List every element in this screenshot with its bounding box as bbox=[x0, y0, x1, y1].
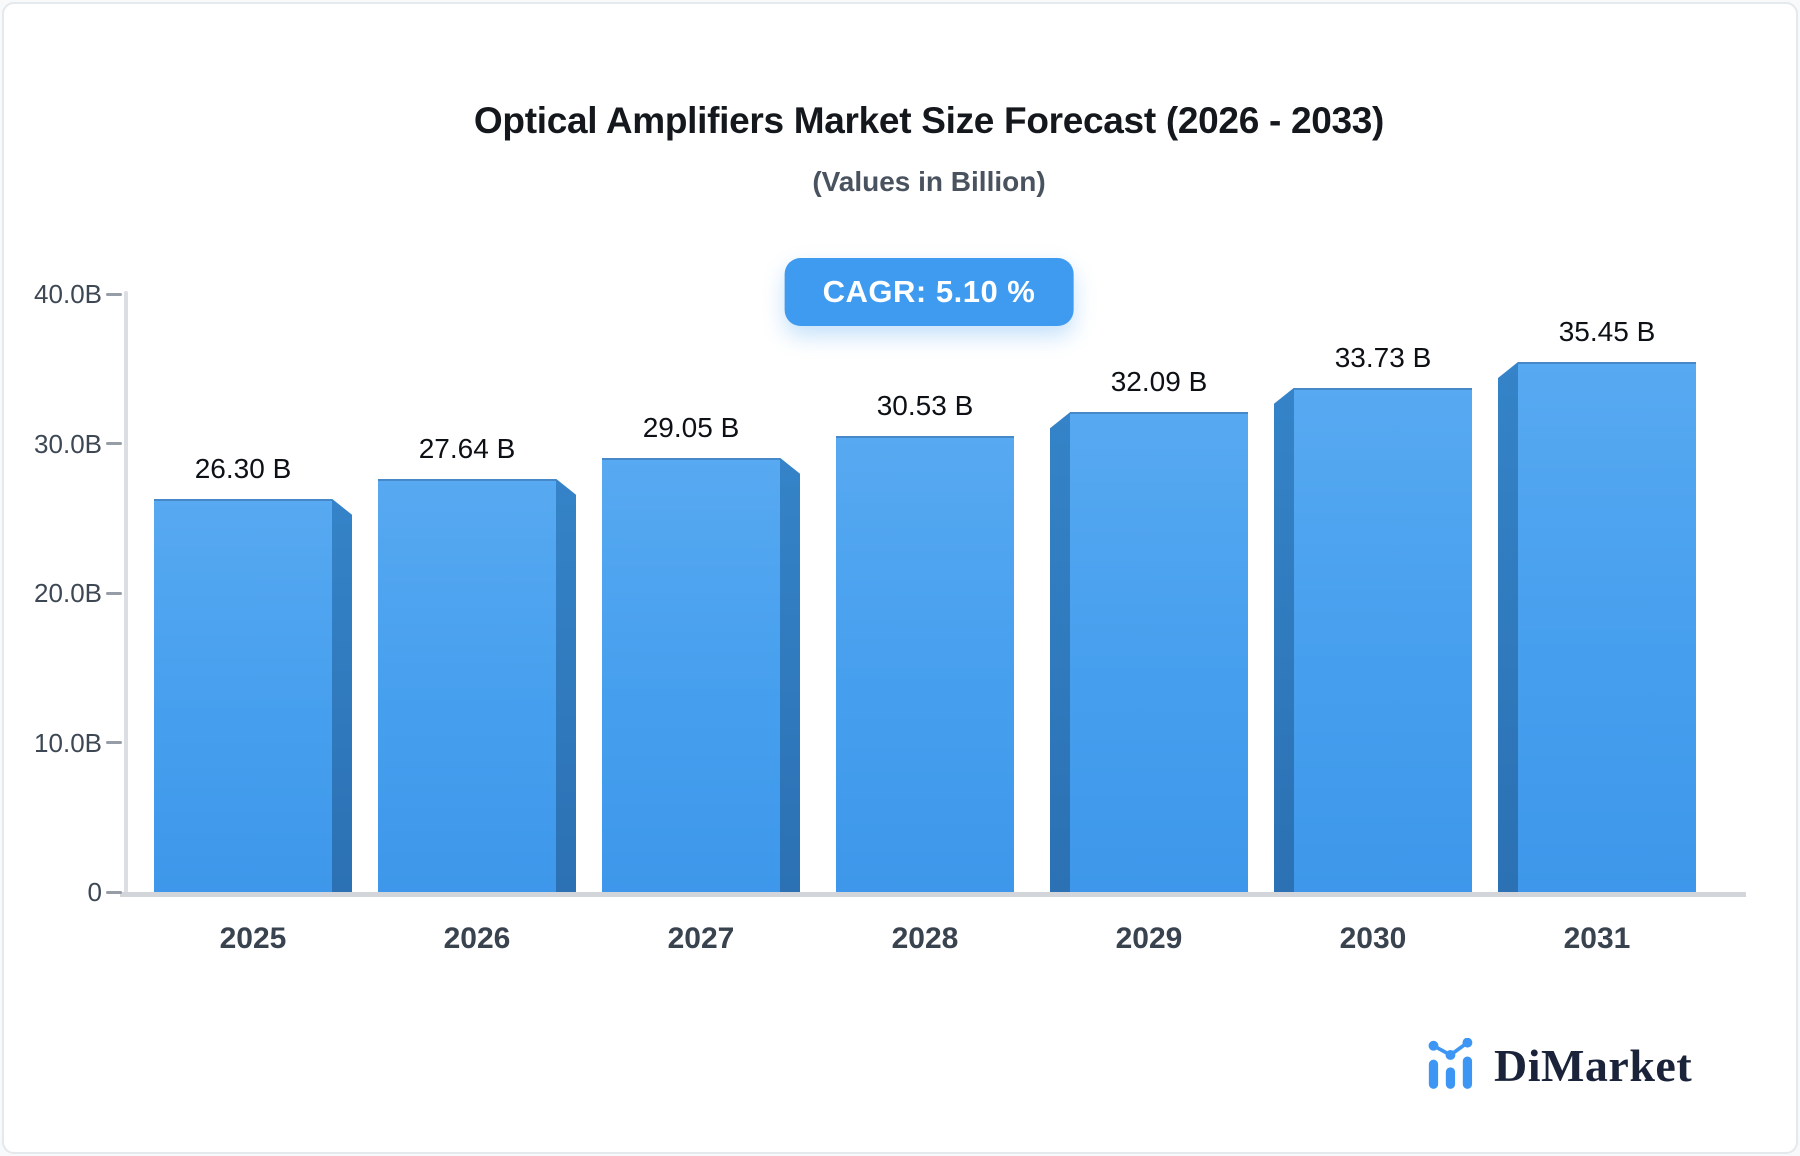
bar-chart-logo-icon bbox=[1428, 1038, 1473, 1089]
y-tick-dash-40.0B bbox=[106, 292, 122, 296]
bar-3d-side-2031 bbox=[1498, 362, 1518, 892]
brand-logo: DiMarket bbox=[1424, 1038, 1692, 1092]
bar-value-label-2027: 29.05 B bbox=[642, 411, 740, 443]
x-axis-label-2031: 2031 bbox=[1563, 922, 1631, 955]
brand-name: DiMarket bbox=[1494, 1040, 1693, 1091]
y-tick-label-10.0B: 10.0B bbox=[34, 727, 102, 758]
bar-3d-side-2025 bbox=[332, 498, 352, 892]
bar-2027 bbox=[602, 457, 780, 892]
y-tick-dash-10.0B bbox=[106, 741, 122, 744]
y-tick-label-20.0B: 20.0B bbox=[34, 578, 102, 608]
cagr-badge: CAGR: 5.10 % bbox=[784, 258, 1074, 326]
x-axis-label-2025: 2025 bbox=[219, 922, 287, 955]
bar-value-label-2026: 27.64 B bbox=[418, 432, 516, 464]
bar-3d-side-2027 bbox=[780, 457, 800, 892]
x-axis-label-2030: 2030 bbox=[1339, 922, 1407, 955]
y-tick-dash-30.0B bbox=[106, 442, 122, 445]
bar-2029 bbox=[1070, 412, 1248, 892]
bar-value-label-2029: 32.09 B bbox=[1110, 366, 1208, 398]
bar-2030 bbox=[1294, 387, 1472, 892]
bar-2026 bbox=[378, 478, 556, 892]
y-axis-line bbox=[124, 291, 128, 895]
bar-3d-side-2030 bbox=[1274, 387, 1294, 892]
bar-2028 bbox=[836, 435, 1014, 892]
x-axis-line bbox=[120, 892, 1746, 897]
bar-3d-side-2026 bbox=[556, 478, 576, 892]
x-axis-label-2027: 2027 bbox=[667, 922, 735, 955]
y-tick-label-0: 0 bbox=[87, 877, 102, 907]
bar-3d-side-2029 bbox=[1050, 412, 1070, 892]
bar-value-label-2031: 35.45 B bbox=[1558, 316, 1656, 347]
bar-value-label-2030: 33.73 B bbox=[1334, 341, 1432, 373]
y-tick-label-30.0B: 30.0B bbox=[34, 428, 102, 459]
bar-value-label-2025: 26.30 B bbox=[194, 452, 292, 484]
x-axis-label-2028: 2028 bbox=[891, 922, 959, 955]
bar-2025 bbox=[154, 498, 332, 892]
x-axis-label-2029: 2029 bbox=[1115, 922, 1183, 955]
cagr-label: CAGR: 5.10 % bbox=[822, 274, 1036, 309]
chart-subtitle: (Values in Billion) bbox=[812, 166, 1046, 197]
bar-value-label-2028: 30.53 B bbox=[876, 389, 974, 421]
bar-2031 bbox=[1518, 362, 1696, 892]
x-axis-label-2026: 2026 bbox=[443, 922, 511, 955]
y-tick-label-40.0B: 40.0B bbox=[34, 279, 102, 309]
y-tick-dash-20.0B bbox=[106, 591, 122, 595]
chart-title: Optical Amplifiers Market Size Forecast … bbox=[473, 100, 1385, 141]
y-tick-dash-0 bbox=[106, 890, 122, 894]
